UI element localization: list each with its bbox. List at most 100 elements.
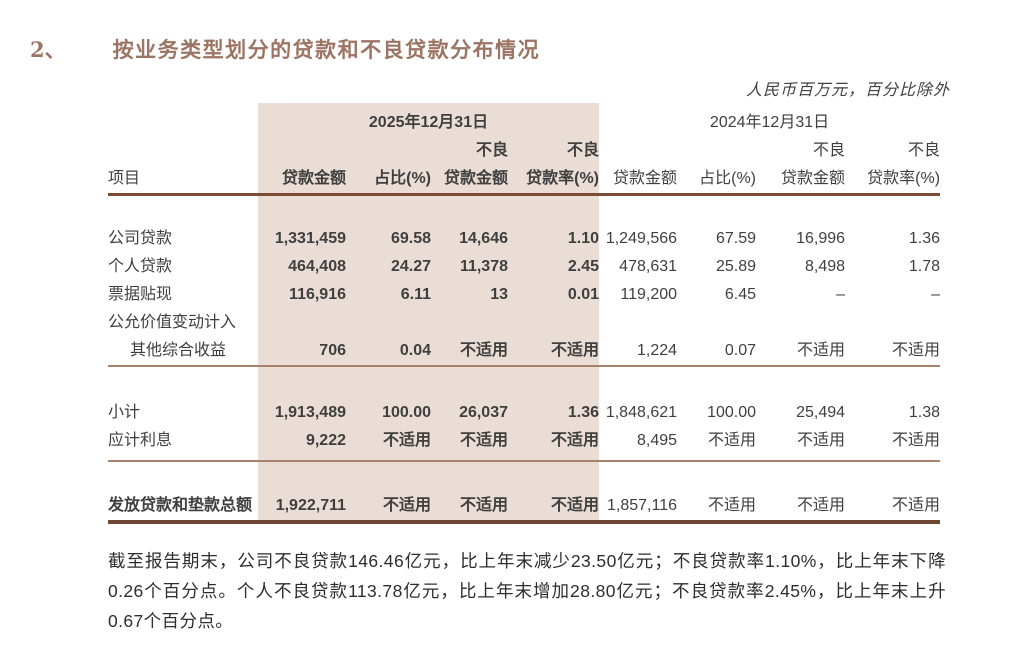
- spacer-row-cell: [258, 454, 346, 461]
- row-label: 票据贴现: [108, 285, 173, 303]
- cell-2025: 706: [258, 308, 346, 366]
- spacer-row-cell: [431, 194, 508, 225]
- column-header: 贷款金额: [258, 137, 346, 196]
- column-header: 不良 贷款率(%): [845, 137, 941, 196]
- cell-2025: 不适用: [431, 308, 508, 366]
- cell-2025: 1.10: [508, 224, 600, 253]
- divider-row-cell: [431, 459, 508, 492]
- table-row: 个人贷款 464,408 24.27 11,378 2.45 478,631 25.89 8,…: [108, 252, 941, 281]
- cell-2025: 不适用: [508, 308, 600, 366]
- spacer-row-cell: [108, 195, 258, 225]
- cell-2024: 1.78: [908, 257, 941, 275]
- cell-2024: 8,498: [804, 257, 846, 275]
- cell-2025: 1,331,459: [258, 224, 346, 253]
- table-body: 公司贷款 1,331,459 69.58 14,646 1.10 1,249,566 67.…: [108, 194, 941, 522]
- cell-2024: 不适用: [892, 341, 941, 359]
- divider-row-cell: [599, 459, 678, 492]
- column-header: 不良 贷款金额: [431, 137, 508, 196]
- cell-2024: 25,494: [796, 403, 846, 421]
- table-header: 2025年12月31日 2024年12月31日项目 贷款金额 占比(%) 不良 贷款金额不…: [108, 103, 941, 196]
- cell-2024: 不适用: [797, 496, 846, 514]
- divider-row-cell: [756, 459, 846, 492]
- cell-2024: 25.89: [715, 257, 757, 275]
- section-number: 2、: [30, 37, 66, 62]
- cell-2024: 1,857,116: [607, 496, 678, 514]
- table-row: 公司贷款 1,331,459 69.58 14,646 1.10 1,249,566 67.…: [108, 224, 941, 253]
- cell-2025: 2.45: [508, 252, 600, 281]
- divider-row-cell: [108, 364, 258, 399]
- section-heading: 2、 按业务类型划分的贷款和不良贷款分布情况: [30, 34, 540, 64]
- divider-row-cell: [108, 459, 258, 492]
- cell-2025: 不适用: [508, 491, 600, 522]
- divider-row: [108, 459, 941, 492]
- cell-2024: –: [931, 285, 941, 303]
- row-label: 应计利息: [108, 431, 173, 449]
- table-colheader-row: 项目 贷款金额 占比(%) 不良 贷款金额 不良 贷款率(%) 贷款金额 占比(%) 不良 贷款金额…: [108, 137, 941, 196]
- period-label-2025: 2025年12月31日: [258, 103, 600, 137]
- cell-2025: 1.36: [508, 398, 600, 427]
- cell-2024: 8,495: [636, 431, 678, 449]
- divider-row-cell: [431, 364, 508, 399]
- divider-row: [108, 364, 941, 399]
- cell-2024: 100.00: [707, 403, 757, 421]
- spacer-row-cell: [599, 195, 677, 225]
- spacer-row-cell: [845, 195, 940, 225]
- column-header: 不良 贷款金额: [756, 137, 846, 196]
- cell-2025: 0.04: [346, 308, 431, 366]
- section-title: 按业务类型划分的贷款和不良贷款分布情况: [112, 37, 541, 62]
- divider-row-cell: [845, 364, 941, 399]
- row-label: 公允价值变动计入 其他综合收益: [108, 313, 237, 359]
- cell-2024: 1.36: [908, 229, 941, 247]
- divider-row-cell: [599, 364, 678, 399]
- divider-row-cell: [508, 364, 600, 399]
- divider-row-cell: [258, 364, 346, 399]
- cell-2025: 1,913,489: [258, 398, 346, 427]
- cell-2025: 116,916: [258, 280, 346, 309]
- cell-2025: 13: [431, 280, 508, 309]
- cell-2025: 不适用: [346, 491, 431, 522]
- cell-2025: 14,646: [431, 224, 508, 253]
- cell-2024: 119,200: [620, 285, 678, 303]
- row-label: 发放贷款和垫款总额: [108, 496, 253, 514]
- cell-2024: 0.07: [724, 341, 757, 359]
- cell-2024: 1.38: [908, 403, 941, 421]
- unit-note: 人民币百万元，百分比除外: [745, 82, 950, 99]
- cell-2024: 不适用: [797, 431, 846, 449]
- spacer-row-cell: [346, 194, 431, 225]
- cell-2024: 67.59: [715, 229, 757, 247]
- spacer-row-cell: [756, 195, 845, 225]
- cell-2024: 478,631: [619, 257, 678, 275]
- divider-row-cell: [677, 459, 757, 492]
- column-header: 不良 贷款率(%): [508, 137, 600, 196]
- divider-row-cell: [756, 364, 846, 399]
- spacer-row-cell: [258, 194, 346, 225]
- cell-2025: 1,922,711: [258, 491, 346, 522]
- cell-2024: 6.45: [724, 285, 757, 303]
- cell-2025: 不适用: [431, 426, 508, 455]
- table-period-row: 2025年12月31日 2024年12月31日: [108, 103, 940, 137]
- spacer-row: [108, 194, 940, 225]
- spacer-row-cell: [431, 454, 508, 461]
- table-row: 票据贴现 116,916 6.11 13 0.01 119,200 6.45 – –: [108, 280, 941, 309]
- period-label-2024: 2024年12月31日: [709, 114, 830, 131]
- spacer-row-cell: [508, 454, 600, 461]
- spacer-row-cell: [508, 194, 600, 225]
- cell-2025: 11,378: [431, 252, 508, 281]
- row-label: 个人贷款: [108, 257, 173, 275]
- divider-row-cell: [346, 459, 431, 492]
- divider-row-cell: [258, 459, 346, 492]
- cell-2024: 不适用: [892, 431, 941, 449]
- cell-2025: 不适用: [508, 426, 600, 455]
- cell-2024: 不适用: [797, 341, 846, 359]
- cell-2024: –: [836, 285, 846, 303]
- cell-2024: 不适用: [892, 496, 941, 514]
- cell-2025: 100.00: [346, 398, 431, 427]
- cell-2025: 464,408: [258, 252, 346, 281]
- table-row: 发放贷款和垫款总额 1,922,711 不适用 不适用 不适用 1,857,116 不适用不…: [108, 491, 941, 522]
- column-header: 贷款金额: [599, 137, 678, 196]
- cell-2025: 9,222: [258, 426, 346, 455]
- row-label: 公司贷款: [108, 229, 173, 247]
- cell-2024: 1,249,566: [605, 229, 678, 247]
- table-row: 小计 1,913,489 100.00 26,037 1.36 1,848,621 100.…: [108, 398, 941, 427]
- cell-2024: 不适用: [708, 431, 757, 449]
